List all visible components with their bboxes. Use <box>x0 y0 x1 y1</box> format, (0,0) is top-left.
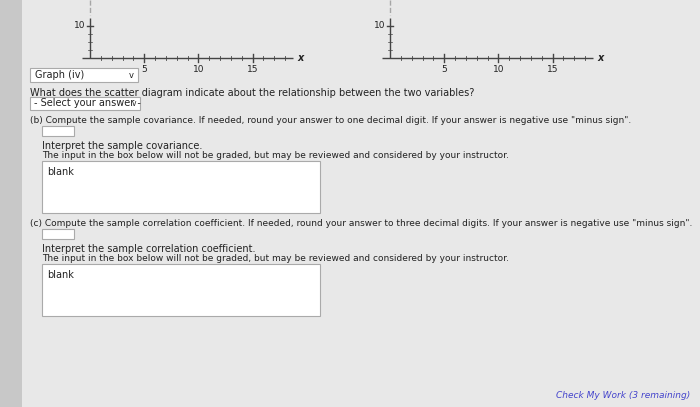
Text: blank: blank <box>47 270 74 280</box>
Text: 10: 10 <box>493 65 504 74</box>
Text: The input in the box below will not be graded, but may be reviewed and considere: The input in the box below will not be g… <box>42 151 509 160</box>
Text: x: x <box>298 53 304 63</box>
FancyBboxPatch shape <box>42 229 74 239</box>
Text: 15: 15 <box>547 65 559 74</box>
FancyBboxPatch shape <box>30 68 138 82</box>
Text: 10: 10 <box>74 22 85 31</box>
Text: 10: 10 <box>193 65 204 74</box>
Text: The input in the box below will not be graded, but may be reviewed and considere: The input in the box below will not be g… <box>42 254 509 263</box>
Text: Interpret the sample correlation coefficient.: Interpret the sample correlation coeffic… <box>42 244 256 254</box>
Text: (b) Compute the sample covariance. If needed, round your answer to one decimal d: (b) Compute the sample covariance. If ne… <box>30 116 631 125</box>
Text: Check My Work (3 remaining): Check My Work (3 remaining) <box>556 391 690 400</box>
Text: v: v <box>129 70 134 79</box>
FancyBboxPatch shape <box>42 264 320 316</box>
Text: 10: 10 <box>374 22 385 31</box>
Text: 5: 5 <box>141 65 147 74</box>
Text: (c) Compute the sample correlation coefficient. If needed, round your answer to : (c) Compute the sample correlation coeff… <box>30 219 692 228</box>
FancyBboxPatch shape <box>42 161 320 213</box>
Text: x: x <box>598 53 604 63</box>
Text: - Select your answer -: - Select your answer - <box>34 98 144 109</box>
Text: v: v <box>132 99 136 108</box>
Text: Graph (iv): Graph (iv) <box>35 70 84 80</box>
FancyBboxPatch shape <box>42 126 74 136</box>
Text: 5: 5 <box>441 65 447 74</box>
Text: 15: 15 <box>246 65 258 74</box>
Text: blank: blank <box>47 167 74 177</box>
Text: What does the scatter diagram indicate about the relationship between the two va: What does the scatter diagram indicate a… <box>30 88 475 98</box>
FancyBboxPatch shape <box>30 97 140 110</box>
Text: Interpret the sample covariance.: Interpret the sample covariance. <box>42 141 202 151</box>
FancyBboxPatch shape <box>0 0 22 407</box>
